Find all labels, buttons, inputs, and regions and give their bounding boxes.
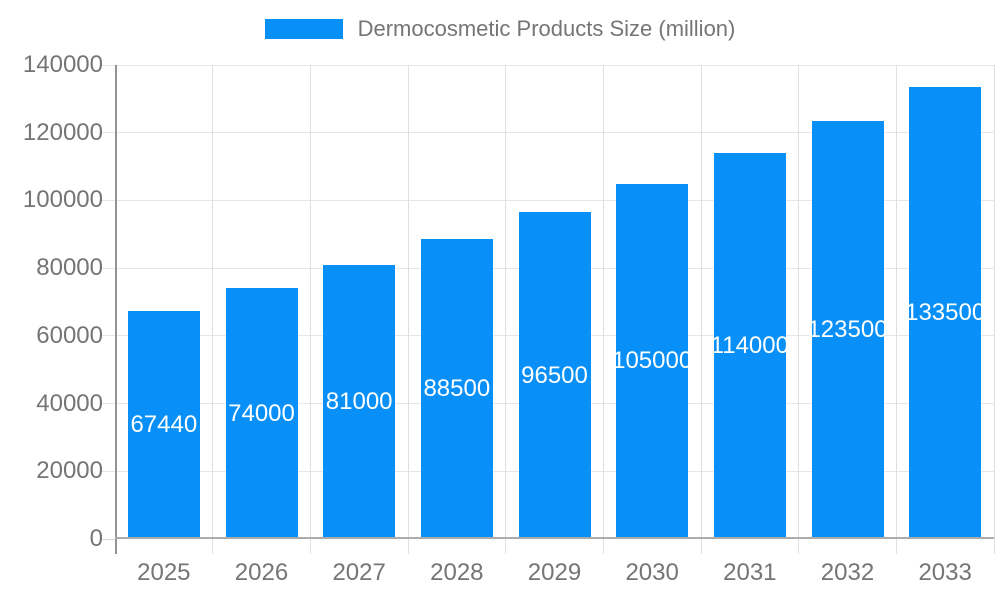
y-axis-tick-label: 60000 [36,321,103,349]
x-axis-tick-label: 2030 [625,559,679,586]
x-axis-tick-label: 2029 [527,559,582,586]
gridline-vertical [407,65,409,554]
x-axis-tick-label: 2028 [430,559,484,586]
bar-2026[interactable]: 74000 [225,288,298,539]
y-axis-tick-label: 140000 [22,51,103,78]
legend-label: Dermocosmetic Products Size (million) [357,16,736,41]
y-axis-tick-label: 20000 [36,457,103,485]
gridline-vertical [505,65,507,554]
bar-value-label: 67440 [130,410,198,438]
x-axis-tick-label: 2032 [820,559,875,586]
bar-2025[interactable]: 67440 [127,310,200,539]
bar-2032[interactable]: 123500 [807,120,888,539]
y-axis-tick [100,538,115,540]
bar-2031[interactable]: 114000 [710,153,789,539]
y-axis-tick-label: 120000 [22,118,103,146]
bar-value-label: 114000 [710,332,789,359]
gridline-vertical [309,65,311,554]
bar-value-label: 74000 [228,399,295,427]
x-axis-tick-label: 2033 [918,559,972,586]
y-axis-tick-label: 80000 [36,254,103,282]
x-axis-baseline [115,537,994,539]
gridline-vertical [700,65,702,554]
gridline-horizontal [100,132,994,134]
bar-value-label: 81000 [325,387,393,415]
plot-area: 67440 74000 81000 88500 96500 105000 114000 123… [100,64,995,554]
gridline-vertical [798,65,800,554]
gridline-vertical [895,65,897,554]
bar-value-label: 96500 [521,361,588,389]
bar-value-label: 133500 [905,298,986,326]
x-axis-tick-label: 2026 [234,559,289,586]
y-axis-line [115,65,117,554]
y-axis-tick-label: 0 [89,525,103,552]
bar-2033[interactable]: 133500 [905,87,985,539]
gridline-vertical [602,65,604,554]
y-axis-tick-label: 40000 [36,389,103,417]
gridline-horizontal [100,64,994,66]
gridline-vertical [212,65,214,554]
bar-value-label: 105000 [612,347,693,375]
bar-2028[interactable]: 88500 [420,239,493,539]
bar-2027[interactable]: 81000 [323,264,396,539]
legend-swatch-icon [264,19,343,39]
bar-2030[interactable]: 105000 [612,183,692,539]
bar-value-label: 88500 [423,375,491,403]
gridline-vertical [993,65,995,554]
x-axis-tick-label: 2031 [723,559,777,586]
legend: Dermocosmetic Products Size (million) [0,16,1000,42]
bar-value-label: 123500 [807,315,888,343]
bar-2029[interactable]: 96500 [518,212,591,539]
x-axis-tick-label: 2027 [332,559,386,586]
y-axis-tick-label: 100000 [22,186,103,214]
gridline-horizontal [100,199,994,201]
x-axis-tick-label: 2025 [137,559,191,586]
